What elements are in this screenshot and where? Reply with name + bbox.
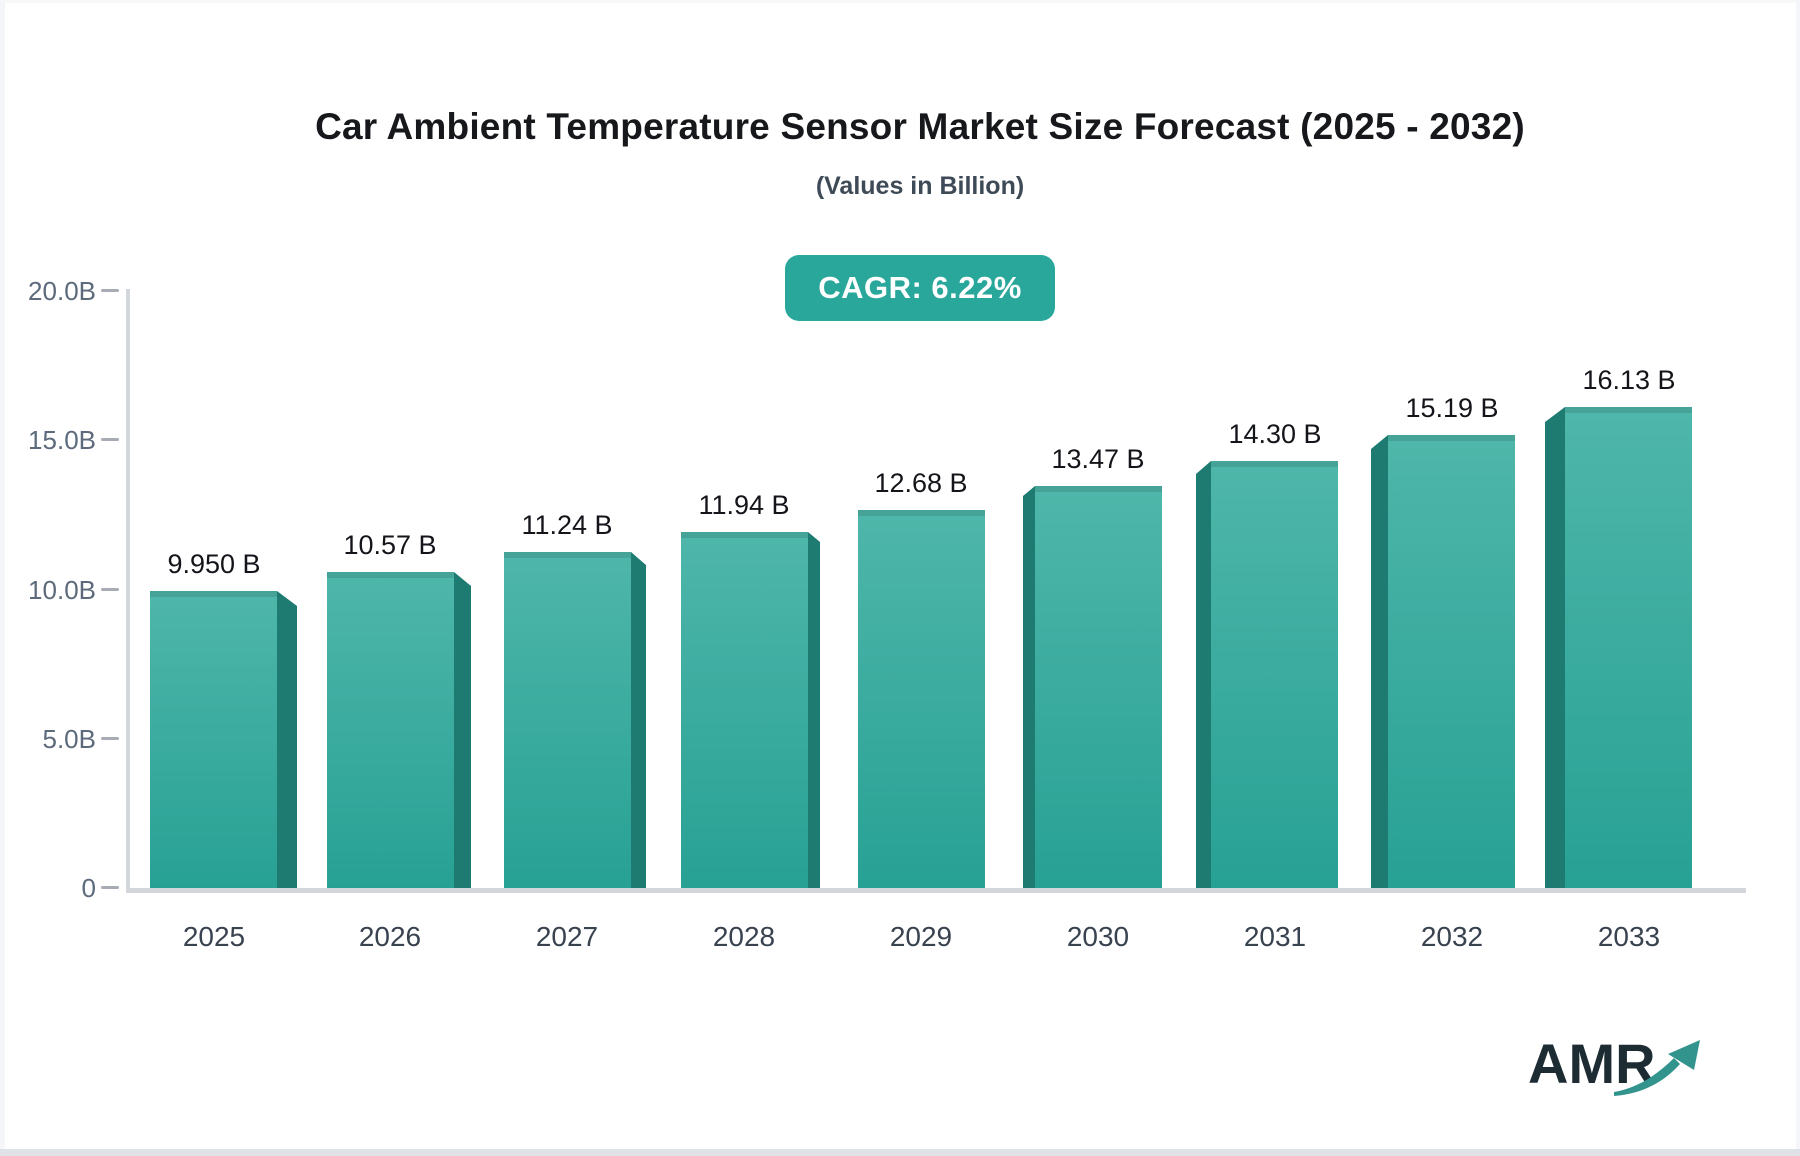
bar-top-edge <box>1211 461 1338 467</box>
y-axis-tick-mark <box>101 587 119 591</box>
bar-top-edge <box>1035 486 1162 492</box>
bar-value-label: 15.19 B <box>1405 393 1499 423</box>
cagr-badge-row: CAGR: 6.22% <box>40 255 1800 321</box>
card-top-edge <box>5 0 1796 3</box>
growth-arrow-icon <box>1614 1040 1700 1096</box>
x-axis-year-label: 2027 <box>535 921 599 952</box>
y-axis-tick-label: 5.0B <box>42 723 97 754</box>
chart-title: Car Ambient Temperature Sensor Market Si… <box>315 106 1525 147</box>
bar-top-edge <box>681 532 808 538</box>
bar-2029[interactable] <box>858 510 985 888</box>
bar-top-edge <box>858 510 985 516</box>
bar-value-label: 14.30 B <box>1228 419 1322 449</box>
x-axis-year-label: 2030 <box>1066 921 1130 952</box>
bar-2026[interactable] <box>327 572 454 888</box>
y-axis-tick-label: 15.0B <box>28 425 96 456</box>
bar-top-edge <box>150 591 277 597</box>
bar-side-face <box>631 552 646 888</box>
bar-value-label: 16.13 B <box>1582 365 1676 395</box>
x-axis-year-label: 2026 <box>358 921 422 952</box>
y-axis-tick-mark <box>101 438 119 442</box>
bar-top-edge <box>1388 435 1515 441</box>
y-axis-tick-mark <box>101 736 119 740</box>
bar-2027[interactable] <box>504 552 631 888</box>
bar-2033[interactable] <box>1565 407 1692 888</box>
y-axis-tick-mark <box>101 886 119 889</box>
bar-2028[interactable] <box>681 532 808 888</box>
bar-side-face <box>1371 435 1388 888</box>
bar-side-face <box>1545 407 1565 888</box>
cagr-badge: CAGR: 6.22% <box>785 255 1055 321</box>
bar-value-label: 12.68 B <box>874 468 968 498</box>
bar-value-label: 11.24 B <box>521 510 613 540</box>
bar-top-edge <box>1565 407 1692 413</box>
chart-subtitle: (Values in Billion) <box>815 172 1025 200</box>
x-axis-line <box>126 888 1746 893</box>
card-left-edge <box>0 0 5 1149</box>
card-right-edge <box>1796 0 1800 1149</box>
bar-top-edge <box>504 552 631 558</box>
bar-value-label: 9.950 B <box>167 549 261 579</box>
bar-value-label: 10.57 B <box>343 530 437 560</box>
bar-2032[interactable] <box>1388 435 1515 888</box>
bar-2031[interactable] <box>1211 461 1338 888</box>
bar-side-face <box>1023 486 1035 888</box>
bar-2030[interactable] <box>1035 486 1162 888</box>
y-axis-tick-label: 0 <box>81 873 96 903</box>
bar-top-edge <box>327 572 454 578</box>
bar-value-label: 11.94 B <box>698 490 790 520</box>
x-axis-year-label: 2033 <box>1597 921 1661 952</box>
x-axis-year-label: 2032 <box>1420 921 1484 952</box>
x-axis-year-label: 2031 <box>1243 921 1307 952</box>
bar-side-face <box>1196 461 1211 888</box>
x-axis-year-label: 2025 <box>182 921 246 952</box>
y-axis-tick-label: 10.0B <box>28 574 96 605</box>
bar-side-face <box>808 532 820 888</box>
amr-logo-text: AMR <box>1528 1032 1656 1095</box>
y-axis-tick-mark <box>101 289 119 292</box>
x-axis-year-label: 2029 <box>889 921 953 952</box>
y-axis-tick-label: 20.0B <box>28 276 96 306</box>
bar-value-label: 13.47 B <box>1051 444 1145 474</box>
amr-logo: AMR <box>1528 1036 1718 1108</box>
bar-side-face <box>277 591 297 888</box>
x-axis-year-label: 2028 <box>712 921 776 952</box>
card-bottom-edge <box>0 1149 1800 1156</box>
y-axis-line <box>126 289 130 891</box>
bar-2025[interactable] <box>150 591 277 888</box>
bar-side-face <box>454 572 471 888</box>
